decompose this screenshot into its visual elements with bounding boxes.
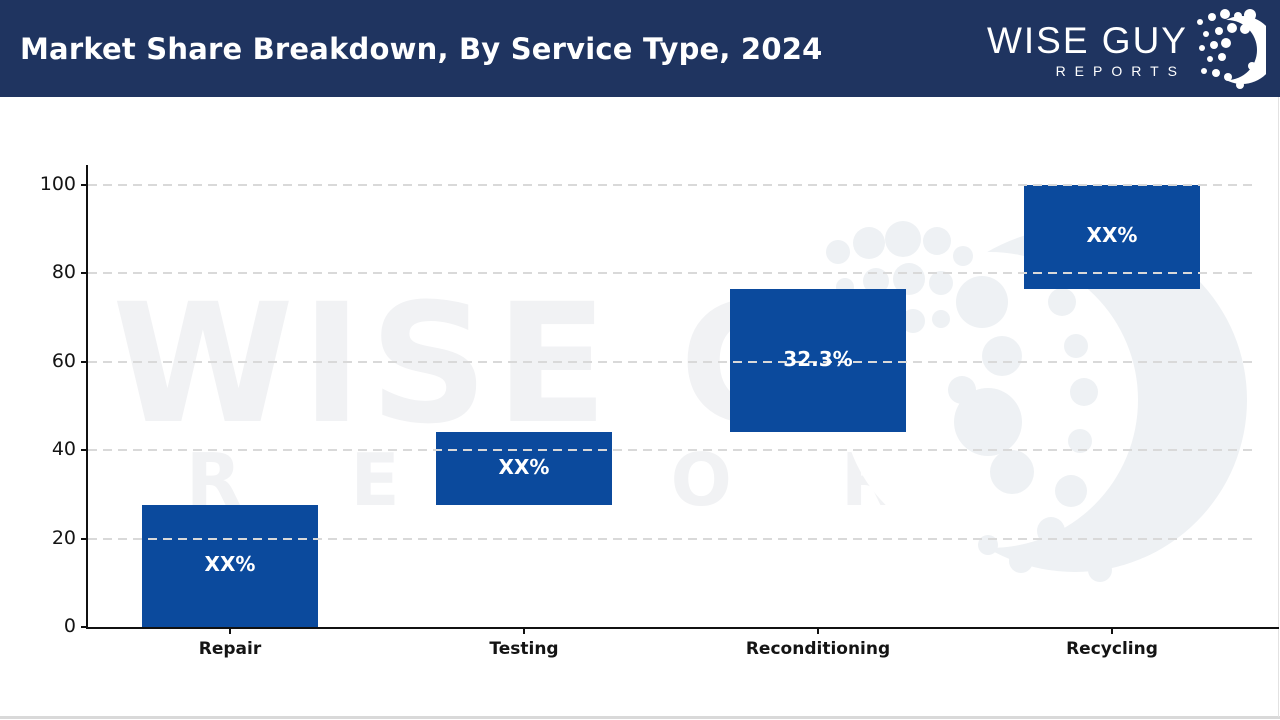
bottom-border-line — [0, 716, 1280, 719]
x-tick-label-repair: Repair — [198, 639, 262, 659]
y-tick-mark — [81, 626, 88, 628]
x-tick-mark — [229, 627, 231, 634]
brand-logo: WISE GUY REPORTS — [987, 6, 1266, 94]
y-tick-label-20: 20 — [51, 526, 76, 549]
brand-logo-text: WISE GUY REPORTS — [986, 20, 1188, 80]
x-tick-mark — [523, 627, 525, 634]
bar-reconditioning — [730, 289, 906, 433]
y-tick-mark — [81, 537, 88, 540]
x-tick-mark — [1111, 627, 1113, 634]
brand-face-icon — [1197, 9, 1266, 89]
gridline-100 — [88, 184, 1258, 186]
brand-logo-reports: REPORTS — [1055, 63, 1186, 79]
bar-value-label: XX% — [1086, 223, 1138, 248]
y-tick-label-100: 100 — [39, 173, 76, 195]
bar-value-label: XX% — [498, 454, 550, 479]
y-tick-label-0: 0 — [63, 615, 76, 637]
bar-value-label: XX% — [204, 552, 256, 577]
page-title: Market Share Breakdown, By Service Type,… — [20, 31, 823, 66]
bar-repair — [142, 505, 318, 627]
bar-testing — [436, 432, 612, 506]
gridline-20 — [88, 537, 1258, 540]
x-tick-mark — [817, 627, 819, 634]
x-tick-label-reconditioning: Reconditioning — [745, 639, 891, 659]
y-tick-label-60: 60 — [51, 349, 76, 372]
gridline-60 — [88, 360, 1258, 363]
x-tick-label-testing: Testing — [489, 639, 559, 659]
x-tick-label-recycling: Recycling — [1066, 639, 1158, 659]
right-border-line — [1278, 97, 1279, 717]
x-axis-spine — [86, 627, 1279, 629]
y-tick-label-80: 80 — [51, 261, 76, 284]
gridline-80 — [88, 272, 1258, 275]
y-axis-spine — [86, 165, 88, 629]
y-tick-mark — [81, 272, 88, 275]
y-tick-mark — [81, 449, 88, 452]
bar-value-label: 32.3% — [783, 346, 853, 371]
gridline-40 — [88, 449, 1258, 452]
header: Market Share Breakdown, By Service Type,… — [0, 0, 1280, 97]
y-tick-mark — [81, 184, 88, 186]
y-tick-mark — [81, 360, 88, 363]
brand-logo-wiseguy: WISE GUY — [986, 20, 1188, 61]
y-tick-label-40: 40 — [51, 438, 76, 461]
bar-recycling — [1024, 185, 1200, 290]
